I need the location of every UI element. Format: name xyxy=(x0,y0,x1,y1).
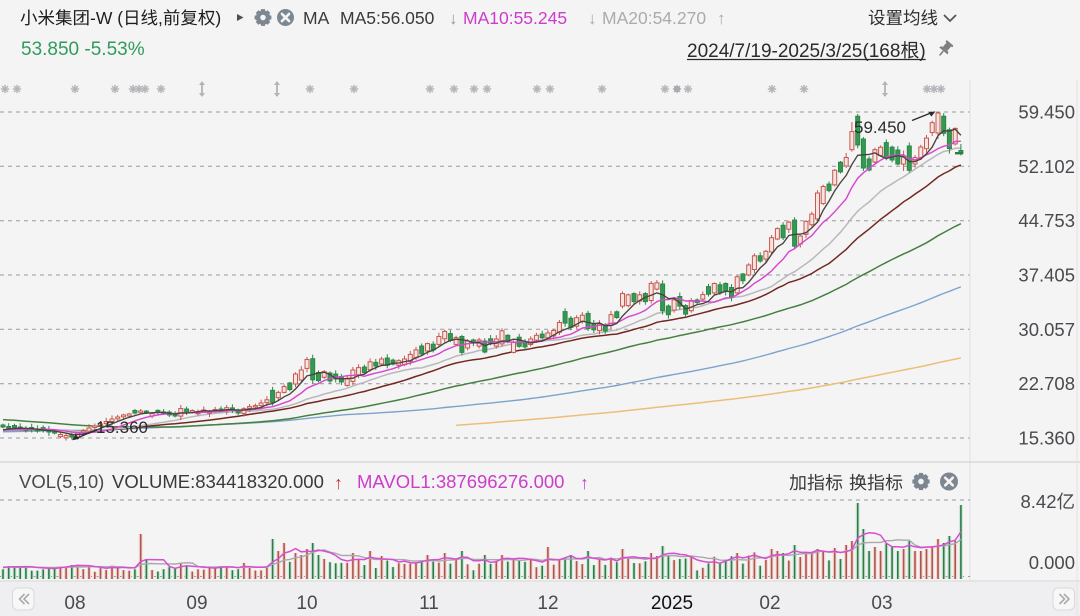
svg-text:53.850 -5.53%: 53.850 -5.53% xyxy=(21,39,145,60)
svg-text:15.360: 15.360 xyxy=(1018,428,1075,449)
svg-text:2024/7/19-2025/3/25(168: 2024/7/19-2025/3/25(168 xyxy=(687,41,900,62)
svg-text:12: 12 xyxy=(537,593,558,614)
svg-text:0.000: 0.000 xyxy=(1029,552,1075,573)
svg-text:37.405: 37.405 xyxy=(1018,265,1075,286)
svg-text:10: 10 xyxy=(296,593,317,614)
svg-text:59.450: 59.450 xyxy=(1018,102,1075,123)
svg-text:8.42: 8.42 xyxy=(1020,491,1056,512)
svg-text:03: 03 xyxy=(871,593,892,614)
svg-text:VOL(5,10): VOL(5,10) xyxy=(19,471,104,492)
svg-text:↑: ↑ xyxy=(334,473,343,493)
svg-text:↑: ↑ xyxy=(580,473,589,493)
svg-text:MA: MA xyxy=(303,8,330,28)
svg-text:22.708: 22.708 xyxy=(1018,373,1075,394)
svg-text:MA5:56.050: MA5:56.050 xyxy=(340,8,435,28)
svg-text:09: 09 xyxy=(186,593,207,614)
svg-text:08: 08 xyxy=(64,593,85,614)
svg-text:): ) xyxy=(919,41,925,62)
svg-text:VOLUME:834418320.000: VOLUME:834418320.000 xyxy=(112,471,324,492)
svg-text:44.753: 44.753 xyxy=(1018,210,1075,231)
svg-text:11: 11 xyxy=(419,593,439,614)
svg-text:,: , xyxy=(158,8,163,28)
svg-text:MAVOL1:387696276.000: MAVOL1:387696276.000 xyxy=(357,471,564,492)
svg-text:MA20:54.270: MA20:54.270 xyxy=(602,8,706,28)
svg-text:↓: ↓ xyxy=(449,9,458,28)
svg-text:52.102: 52.102 xyxy=(1018,156,1075,177)
svg-text:↓: ↓ xyxy=(588,9,597,28)
svg-text:-W (: -W ( xyxy=(90,8,123,28)
svg-text:MA10:55.245: MA10:55.245 xyxy=(463,8,567,28)
svg-text:): ) xyxy=(215,8,221,28)
svg-text:15.360: 15.360 xyxy=(96,418,148,437)
svg-text:02: 02 xyxy=(759,593,780,614)
svg-text:59.450: 59.450 xyxy=(854,118,906,137)
svg-text:30.057: 30.057 xyxy=(1018,319,1075,340)
svg-text:2025: 2025 xyxy=(651,593,693,614)
svg-text:↑: ↑ xyxy=(717,9,726,28)
